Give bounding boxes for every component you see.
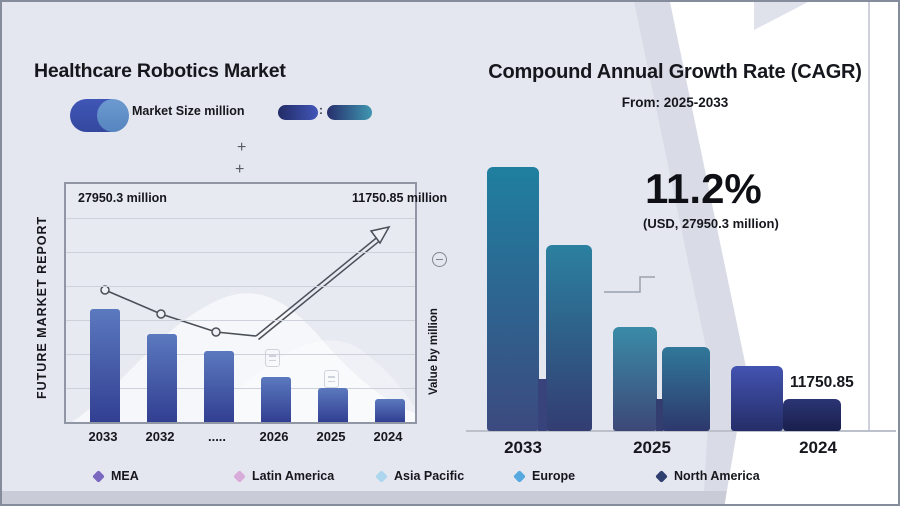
market-size-bar (375, 399, 405, 422)
cagr-bar-bridge (656, 399, 663, 431)
cagr-bar (731, 366, 783, 431)
legend-diamond-icon (513, 469, 526, 483)
market-size-bar (204, 351, 234, 422)
top-right-corner-shape (754, 2, 808, 30)
right-x-axis-label: 2033 (504, 438, 542, 457)
start-value-label: 27950.3 million (78, 191, 167, 205)
cylinder-cap-icon (97, 99, 129, 132)
cagr-bar-bridge (538, 379, 547, 431)
legend-diamond-icon (655, 469, 668, 483)
x-axis-label: 2033 (88, 429, 118, 444)
market-size-bar (261, 377, 291, 422)
legend-item: Europe (513, 469, 576, 483)
ratio-pill-right (327, 105, 372, 120)
gridline (66, 218, 415, 219)
cagr-bar (662, 347, 710, 431)
legend-label: North America (674, 469, 760, 483)
legend-diamond-icon (233, 469, 246, 483)
step-line-decoration (604, 276, 655, 293)
minus-circle-icon (432, 252, 447, 267)
cagr-bar (783, 399, 841, 431)
cagr-bar (613, 327, 657, 431)
bottom-shadow-strip (2, 491, 747, 504)
right-edge-line (868, 2, 870, 432)
value-axis-label: Value by million (428, 308, 440, 396)
x-axis-label: ..... (207, 429, 227, 444)
plus-icon: + (235, 161, 245, 178)
ratio-separator: : (319, 103, 323, 117)
cagr-title: Compound Annual Growth Rate (CAGR) (488, 61, 862, 83)
file-icon (265, 349, 280, 367)
x-axis-label: 2024 (373, 429, 403, 444)
gridline (66, 252, 415, 253)
value-callout: 11750.85 (790, 374, 854, 391)
gridline (66, 320, 415, 321)
gridline (66, 354, 415, 355)
legend-diamond-icon (375, 469, 388, 483)
ratio-pill-left (278, 105, 318, 120)
right-x-axis-label: 2025 (633, 438, 671, 457)
legend-item: North America (655, 469, 760, 483)
gridline (66, 286, 415, 287)
legend-diamond-icon (92, 469, 105, 483)
right-x-axis-label: 2024 (799, 438, 837, 457)
chart-plot-area (66, 184, 415, 422)
page-title: Healthcare Robotics Market (34, 60, 286, 82)
legend-item: Latin America (233, 469, 335, 483)
x-axis-label: 2025 (316, 429, 346, 444)
legend-item: MEA (92, 469, 139, 483)
gridline (66, 388, 415, 389)
cagr-subtitle: From: 2025-2033 (621, 95, 729, 110)
x-axis-label: 2026 (259, 429, 289, 444)
plus-icon: + (237, 139, 247, 156)
right-chart-axis (466, 430, 896, 432)
market-size-chart (64, 182, 417, 424)
x-axis-label: 2032 (145, 429, 175, 444)
legend-label: MEA (111, 469, 139, 483)
file-icon (324, 370, 339, 388)
market-size-bar (147, 334, 177, 422)
legend-item: Asia Pacific (375, 469, 465, 483)
cagr-value: 11.2% (645, 165, 762, 212)
market-size-label: Market Size million (132, 104, 245, 118)
legend-label: Asia Pacific (394, 469, 465, 483)
cagr-detail: (USD, 27950.3 million) (643, 216, 779, 231)
market-size-bar (90, 309, 120, 422)
cagr-bar (487, 167, 539, 431)
legend-label: Europe (532, 469, 576, 483)
trend-line-arrow (100, 225, 391, 341)
legend-label: Latin America (252, 469, 335, 483)
cagr-bar (546, 245, 592, 431)
end-value-label: 11750.85 million (352, 191, 448, 205)
market-size-bar (318, 388, 348, 422)
watermark-future-market-report: FUTURE MARKET REPORT (35, 215, 49, 400)
